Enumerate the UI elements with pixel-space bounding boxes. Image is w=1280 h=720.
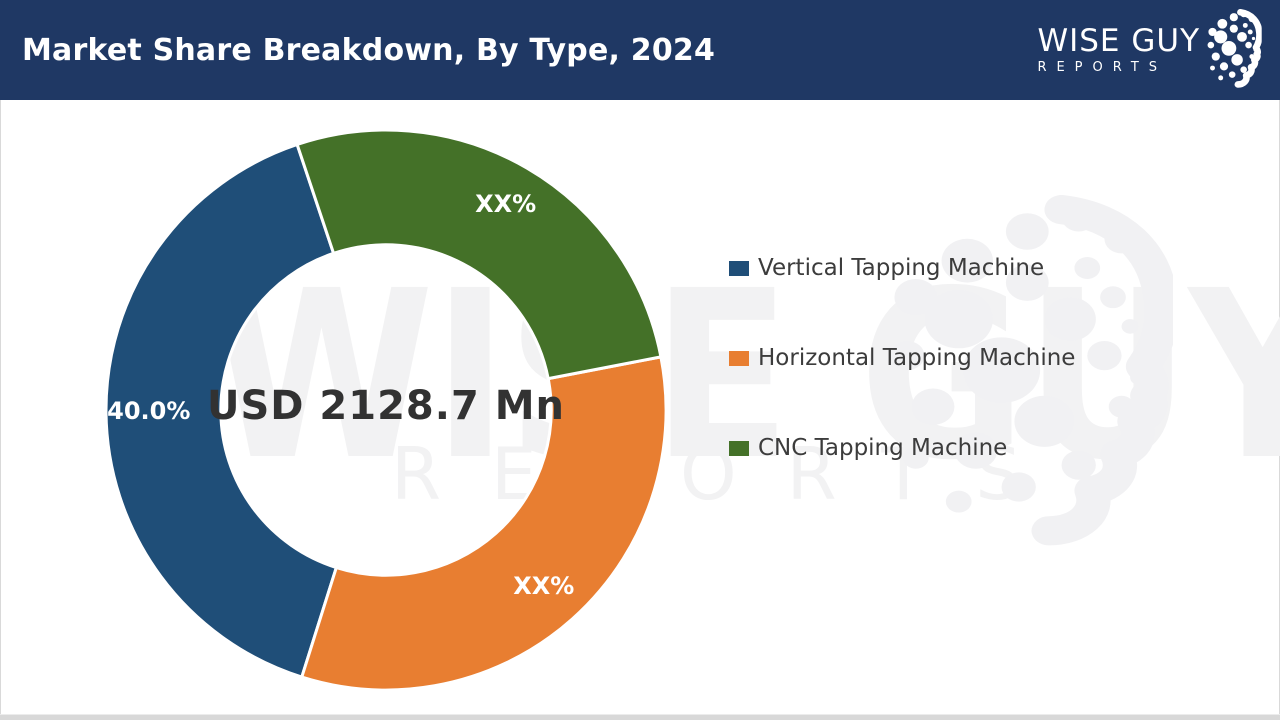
legend-swatch-horizontal-tapping-machine xyxy=(729,351,749,366)
logo-subtext: REPORTS xyxy=(1037,60,1168,75)
page-title: Market Share Breakdown, By Type, 2024 xyxy=(22,32,716,68)
center-value-label: USD 2128.7 Mn xyxy=(207,383,565,429)
legend-item-horizontal-tapping-machine: Horizontal Tapping Machine xyxy=(729,344,1075,373)
chart-legend: Vertical Tapping Machine Horizontal Tapp… xyxy=(729,254,1075,463)
donut-chart: 40.0% XX% XX% USD 2128.7 Mn xyxy=(104,128,668,692)
logo-wordmark: WISE GUY xyxy=(1037,23,1200,59)
donut-slice-labels: 40.0% XX% XX% xyxy=(107,190,574,600)
legend-item-vertical-tapping-machine: Vertical Tapping Machine xyxy=(729,254,1075,283)
pie-slice-cnc-tapping-machine xyxy=(295,128,663,381)
slice-value-label: XX% xyxy=(475,190,536,218)
bottom-border-strip xyxy=(0,714,1280,720)
slice-value-label: 40.0% xyxy=(107,397,190,425)
legend-label: Vertical Tapping Machine xyxy=(758,254,1045,281)
pie-slice-horizontal-tapping-machine xyxy=(300,355,668,692)
brand-logo-text: WISE GUY REPORTS xyxy=(1037,23,1200,75)
legend-label: CNC Tapping Machine xyxy=(758,434,1008,461)
slice-value-label: XX% xyxy=(513,572,574,600)
wiseguy-face-icon xyxy=(1204,9,1262,91)
legend-swatch-vertical-tapping-machine xyxy=(729,261,749,276)
pie-slice-vertical-tapping-machine xyxy=(104,142,338,679)
legend-item-cnc-tapping-machine: CNC Tapping Machine xyxy=(729,434,1075,463)
legend-swatch-cnc-tapping-machine xyxy=(729,441,749,456)
title-bar: Market Share Breakdown, By Type, 2024 WI… xyxy=(0,0,1280,100)
legend-label: Horizontal Tapping Machine xyxy=(758,344,1076,371)
brand-logo: WISE GUY REPORTS xyxy=(1037,9,1262,91)
donut-slices xyxy=(104,128,668,692)
chart-area: WISE GUY REPORTS 40.0% XX% XX% USD 2128.7 … xyxy=(0,100,1280,714)
